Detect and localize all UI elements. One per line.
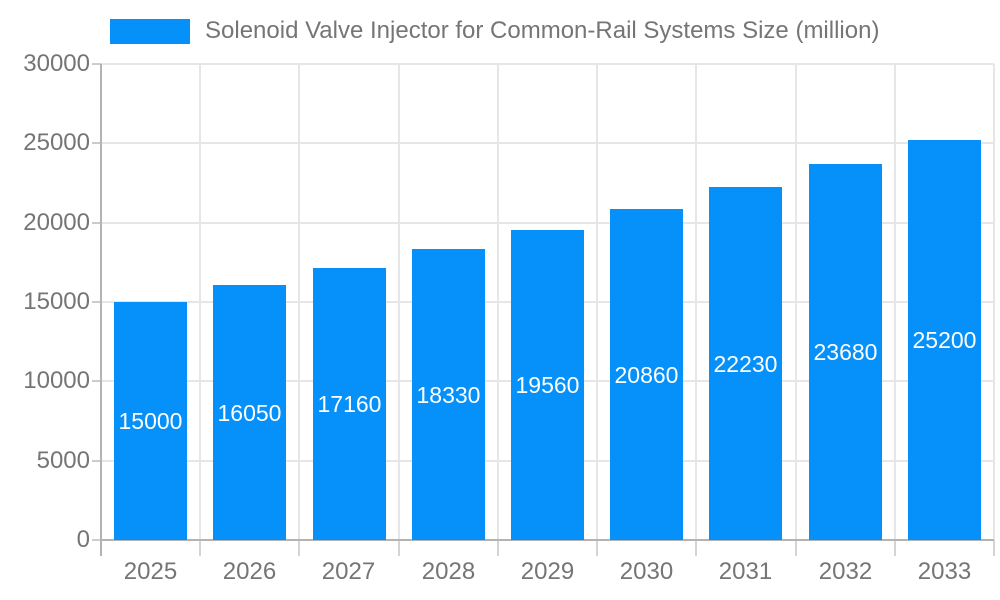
x-axis-line <box>101 539 994 541</box>
legend[interactable]: Solenoid Valve Injector for Common-Rail … <box>110 17 879 45</box>
bar-value-label: 19560 <box>515 372 580 398</box>
y-axis-label: 25000 <box>23 129 90 156</box>
gridline-horizontal <box>101 63 994 65</box>
x-axis-tick <box>497 540 499 556</box>
bar-value-label: 22230 <box>713 351 778 377</box>
y-axis-label: 10000 <box>23 367 90 394</box>
gridline-vertical <box>497 64 499 540</box>
x-axis-label: 2029 <box>520 558 575 585</box>
y-axis-label: 0 <box>76 526 90 553</box>
x-axis-label: 2026 <box>222 558 277 585</box>
bar-2032[interactable] <box>809 164 882 540</box>
bar-2031[interactable] <box>709 187 782 540</box>
gridline-vertical <box>596 64 598 540</box>
bar-value-label: 20860 <box>614 362 679 388</box>
y-axis-label: 5000 <box>36 447 90 474</box>
bar-2030[interactable] <box>610 209 683 540</box>
bar-2033[interactable] <box>908 140 981 540</box>
y-axis-label: 30000 <box>23 50 90 77</box>
y-axis-tick <box>92 142 101 144</box>
gridline-vertical <box>199 64 201 540</box>
y-axis-tick <box>92 460 101 462</box>
y-axis-tick <box>92 301 101 303</box>
bar-value-label: 16050 <box>217 400 282 426</box>
y-axis-tick <box>92 380 101 382</box>
x-axis-label: 2031 <box>718 558 773 585</box>
x-axis-tick <box>199 540 201 556</box>
legend-swatch[interactable] <box>110 18 190 44</box>
bar-value-label: 23680 <box>813 339 878 365</box>
x-axis-label: 2030 <box>619 558 674 585</box>
y-axis-tick <box>92 222 101 224</box>
bar-2026[interactable] <box>213 285 286 540</box>
gridline-vertical <box>894 64 896 540</box>
x-axis-label: 2025 <box>123 558 178 585</box>
x-axis-label: 2032 <box>818 558 873 585</box>
bar-value-label: 17160 <box>317 391 382 417</box>
x-axis-label: 2033 <box>917 558 972 585</box>
x-axis-tick <box>398 540 400 556</box>
gridline-horizontal <box>101 142 994 144</box>
gridline-vertical <box>993 64 995 540</box>
gridline-vertical <box>695 64 697 540</box>
legend-label: Solenoid Valve Injector for Common-Rail … <box>205 17 880 44</box>
y-axis-tick <box>92 63 101 65</box>
bar-2027[interactable] <box>313 268 386 540</box>
y-axis-label: 15000 <box>23 288 90 315</box>
bar-value-label: 18330 <box>416 382 481 408</box>
y-axis-label: 20000 <box>23 209 90 236</box>
gridline-vertical <box>398 64 400 540</box>
x-axis-tick <box>894 540 896 556</box>
x-axis-tick <box>298 540 300 556</box>
x-axis-label: 2027 <box>321 558 376 585</box>
bar-2028[interactable] <box>412 249 485 540</box>
x-axis-tick <box>993 540 995 556</box>
x-axis-tick <box>695 540 697 556</box>
bar-value-label: 25200 <box>912 327 977 353</box>
x-axis-tick <box>795 540 797 556</box>
bar-value-label: 15000 <box>118 408 183 434</box>
y-axis-line <box>100 64 102 556</box>
x-axis-tick <box>596 540 598 556</box>
x-axis-label: 2028 <box>421 558 476 585</box>
bar-2025[interactable] <box>114 302 187 540</box>
gridline-vertical <box>795 64 797 540</box>
bar-2029[interactable] <box>511 230 584 540</box>
gridline-horizontal <box>101 222 994 224</box>
y-axis-tick <box>92 539 101 541</box>
gridline-vertical <box>298 64 300 540</box>
